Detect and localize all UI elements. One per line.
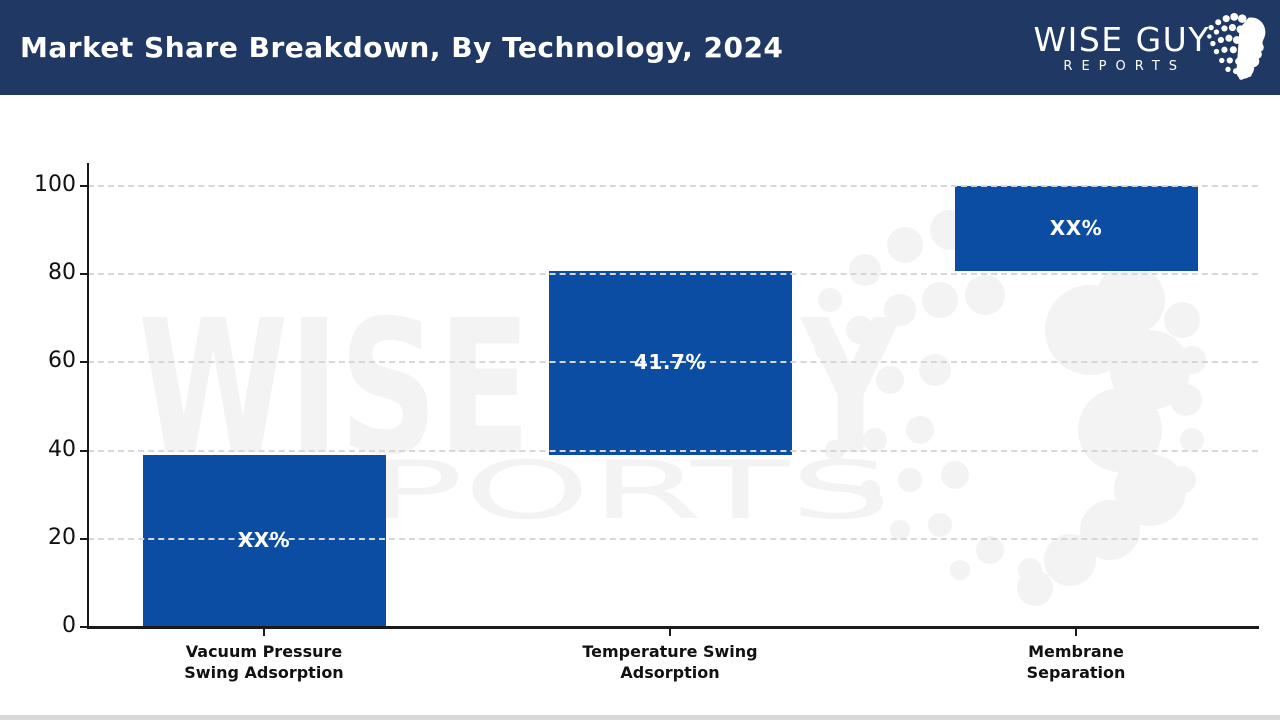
page-title: Market Share Breakdown, By Technology, 2… — [20, 31, 784, 64]
y-tick-label-100: 100 — [34, 172, 76, 197]
bar-value-label-membrane-separation: XX% — [1049, 215, 1103, 240]
x-tick-temperature-swing-adsorption — [669, 629, 671, 636]
y-tick-label-40: 40 — [48, 436, 76, 462]
y-tick-label-0: 0 — [62, 613, 76, 638]
x-tick-membrane-separation — [1075, 629, 1077, 636]
x-category-line: Membrane — [1028, 642, 1124, 661]
y-tick-40 — [80, 449, 88, 452]
x-category-line: Adsorption — [620, 663, 720, 682]
y-tick-80 — [80, 273, 88, 276]
bar-membrane-separation — [954, 186, 1198, 272]
y-tick-label-80: 80 — [48, 260, 76, 286]
x-category-line: Separation — [1026, 663, 1126, 682]
bottom-border — [0, 715, 1280, 720]
gridline-y-100 — [88, 185, 1258, 187]
x-category-label-temperature-swing-adsorption: Temperature Swing Adsorption — [510, 641, 830, 683]
logo-wordmark-main: WISE GUY — [1033, 20, 1210, 59]
gridline-y-80 — [88, 273, 1258, 276]
gridline-y-40 — [88, 449, 1258, 452]
plot-area: WISE GUY REPORTS — [0, 95, 1280, 715]
gridline-y-60 — [88, 361, 1258, 364]
logo-wordmark: WISE GUY REPORTS — [1033, 20, 1210, 75]
x-axis-line — [87, 626, 1259, 629]
y-tick-label-20: 20 — [48, 524, 76, 550]
x-category-line: Temperature Swing — [582, 642, 758, 661]
x-category-label-vacuum-pressure-swing-adsorption: Vacuum Pressure Swing Adsorption — [104, 641, 424, 683]
bar-vacuum-pressure-swing-adsorption — [142, 455, 386, 627]
logo-face-icon — [1207, 12, 1266, 80]
x-category-line: Swing Adsorption — [184, 663, 344, 682]
y-tick-label-60: 60 — [48, 348, 76, 374]
y-tick-60 — [80, 361, 88, 364]
gridline-y-20 — [88, 537, 1258, 540]
logo-wordmark-sub: REPORTS — [1063, 59, 1187, 74]
y-tick-100 — [80, 185, 88, 187]
y-axis-line — [87, 163, 89, 629]
x-category-label-membrane-separation: Membrane Separation — [916, 641, 1236, 683]
x-tick-vacuum-pressure-swing-adsorption — [263, 629, 265, 636]
header: Market Share Breakdown, By Technology, 2… — [0, 0, 1280, 95]
wise-guy-reports-logo: WISE GUY REPORTS — [1033, 8, 1268, 88]
bar-value-label-temperature-swing-adsorption: 41.7% — [634, 350, 706, 375]
bar-value-label-vacuum-pressure-swing-adsorption: XX% — [237, 528, 291, 552]
y-tick-20 — [80, 537, 88, 540]
y-tick-0 — [80, 626, 88, 628]
x-category-line: Vacuum Pressure — [185, 642, 343, 661]
